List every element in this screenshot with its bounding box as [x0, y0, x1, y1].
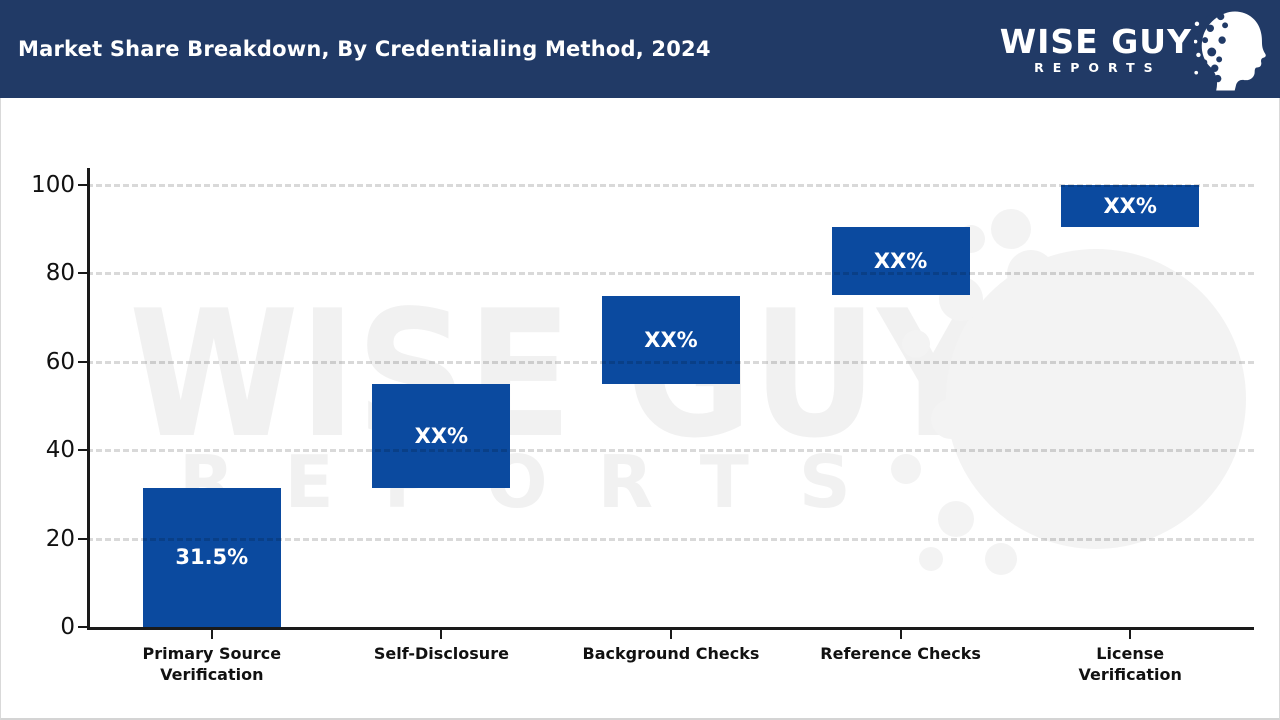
- x-tick-mark: [210, 630, 213, 639]
- wise-guy-reports-logo: WISE GUY REPORTS: [1000, 4, 1268, 94]
- y-tick-mark: [78, 626, 87, 628]
- watermark-head-icon: [891, 209, 1246, 575]
- bar-segment: XX%: [831, 226, 970, 296]
- x-category-label: Self-Disclosure: [373, 644, 509, 663]
- watermark-subtext: REPORTS: [179, 440, 901, 524]
- x-category-label: Primary Source Verification: [142, 644, 282, 684]
- gridline-80: [87, 272, 1254, 276]
- header: Market Share Breakdown, By Credentialing…: [0, 0, 1280, 98]
- head-profile-icon: [1194, 11, 1266, 91]
- bar-segment: 31.5%: [142, 487, 281, 627]
- gridline-20: [87, 537, 1254, 541]
- x-tick-mark: [899, 630, 902, 639]
- watermark-wordmark: WISE GUY: [129, 274, 989, 477]
- bar-value-label: XX%: [414, 423, 469, 448]
- y-tick-mark: [78, 272, 87, 275]
- chart-canvas: WISE GUY REPORTS 0 20 40 60 80 100 31.5% Primar…: [0, 98, 1280, 720]
- logo-text: WISE GUY REPORTS: [999, 21, 1192, 75]
- bar-value-label: XX%: [644, 327, 698, 352]
- chart-title: Market Share Breakdown, By Credentialing…: [18, 37, 711, 61]
- y-tick-mark: [78, 360, 87, 363]
- gridline-100: [87, 184, 1254, 187]
- gridline-60: [87, 360, 1254, 364]
- gridline-40: [87, 449, 1254, 453]
- y-tick-label: 80: [45, 260, 75, 287]
- logo-wordmark: WISE GUY: [999, 21, 1192, 61]
- bar-segment: XX%: [372, 383, 511, 488]
- logo-subtext: REPORTS: [1034, 59, 1162, 75]
- bar-value-label: XX%: [873, 249, 928, 274]
- y-tick-label: 0: [60, 614, 75, 640]
- x-tick-mark: [440, 630, 443, 639]
- y-axis-line: [87, 168, 90, 630]
- y-tick-label: 20: [45, 525, 75, 552]
- x-category-label: License Verification: [1078, 644, 1182, 684]
- x-tick-mark: [670, 630, 672, 639]
- bar-value-label: XX%: [1103, 193, 1157, 218]
- y-tick-label: 60: [45, 348, 75, 375]
- x-category-label: Background Checks: [582, 644, 760, 663]
- y-tick-mark: [78, 449, 87, 452]
- y-tick-label: 100: [31, 172, 75, 198]
- y-tick-label: 40: [45, 437, 75, 464]
- x-axis-line: [87, 627, 1254, 630]
- bar-value-label: 31.5%: [175, 545, 249, 570]
- bar-segment: XX%: [1061, 185, 1200, 227]
- y-tick-mark: [78, 537, 87, 540]
- x-tick-mark: [1129, 630, 1132, 639]
- x-category-label: Reference Checks: [820, 644, 981, 663]
- bar-segment: XX%: [602, 295, 740, 384]
- y-tick-mark: [78, 184, 87, 186]
